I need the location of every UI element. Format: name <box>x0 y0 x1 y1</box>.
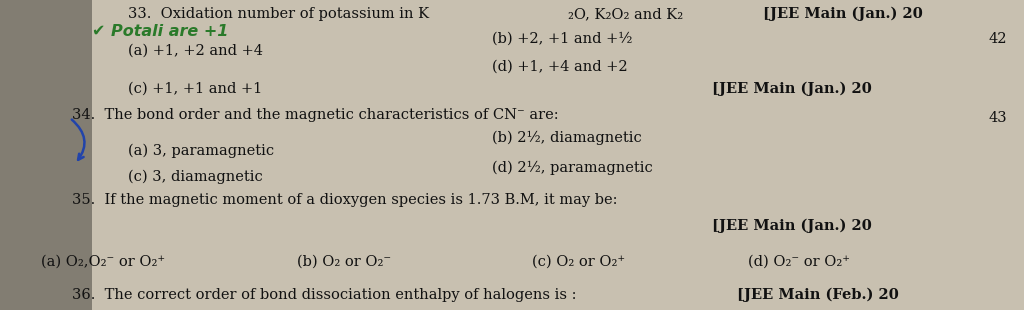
Text: 34.  The bond order and the magnetic characteristics of CN⁻ are:: 34. The bond order and the magnetic char… <box>72 108 558 122</box>
Text: 43: 43 <box>988 111 1007 125</box>
Text: 33.  Oxidation number of potassium in K: 33. Oxidation number of potassium in K <box>128 7 429 21</box>
Text: ✔ Potali are +1: ✔ Potali are +1 <box>92 24 228 38</box>
Text: 42: 42 <box>988 32 1007 46</box>
Text: [JEE Main (Feb.) 20: [JEE Main (Feb.) 20 <box>737 287 899 302</box>
Text: (a) +1, +2 and +4: (a) +1, +2 and +4 <box>128 44 263 58</box>
Text: [JEE Main (Jan.) 20: [JEE Main (Jan.) 20 <box>712 81 871 95</box>
Text: (b) 2½, diamagnetic: (b) 2½, diamagnetic <box>492 131 641 145</box>
Text: (b) +2, +1 and +½: (b) +2, +1 and +½ <box>492 32 632 46</box>
Text: (b) O₂ or O₂⁻: (b) O₂ or O₂⁻ <box>297 255 391 269</box>
Text: [JEE Main (Jan.) 20: [JEE Main (Jan.) 20 <box>763 7 923 21</box>
Bar <box>0 0 92 310</box>
Text: (a) 3, paramagnetic: (a) 3, paramagnetic <box>128 143 274 157</box>
Text: (d) 2½, paramagnetic: (d) 2½, paramagnetic <box>492 160 652 175</box>
Text: (d) +1, +4 and +2: (d) +1, +4 and +2 <box>492 60 627 74</box>
Text: (c) 3, diamagnetic: (c) 3, diamagnetic <box>128 170 263 184</box>
Text: [JEE Main (Jan.) 20: [JEE Main (Jan.) 20 <box>712 219 871 233</box>
Text: 35.  If the magnetic moment of a dioxygen species is 1.73 B.M, it may be:: 35. If the magnetic moment of a dioxygen… <box>72 193 617 207</box>
Text: ₂O, K₂O₂ and K₂: ₂O, K₂O₂ and K₂ <box>568 7 683 21</box>
Text: (a) O₂,O₂⁻ or O₂⁺: (a) O₂,O₂⁻ or O₂⁺ <box>41 255 165 269</box>
Text: (c) +1, +1 and +1: (c) +1, +1 and +1 <box>128 81 262 95</box>
Text: (d) O₂⁻ or O₂⁺: (d) O₂⁻ or O₂⁺ <box>748 255 850 269</box>
Text: 36.  The correct order of bond dissociation enthalpy of halogens is :: 36. The correct order of bond dissociati… <box>72 287 577 302</box>
Text: (c) O₂ or O₂⁺: (c) O₂ or O₂⁺ <box>532 255 626 269</box>
